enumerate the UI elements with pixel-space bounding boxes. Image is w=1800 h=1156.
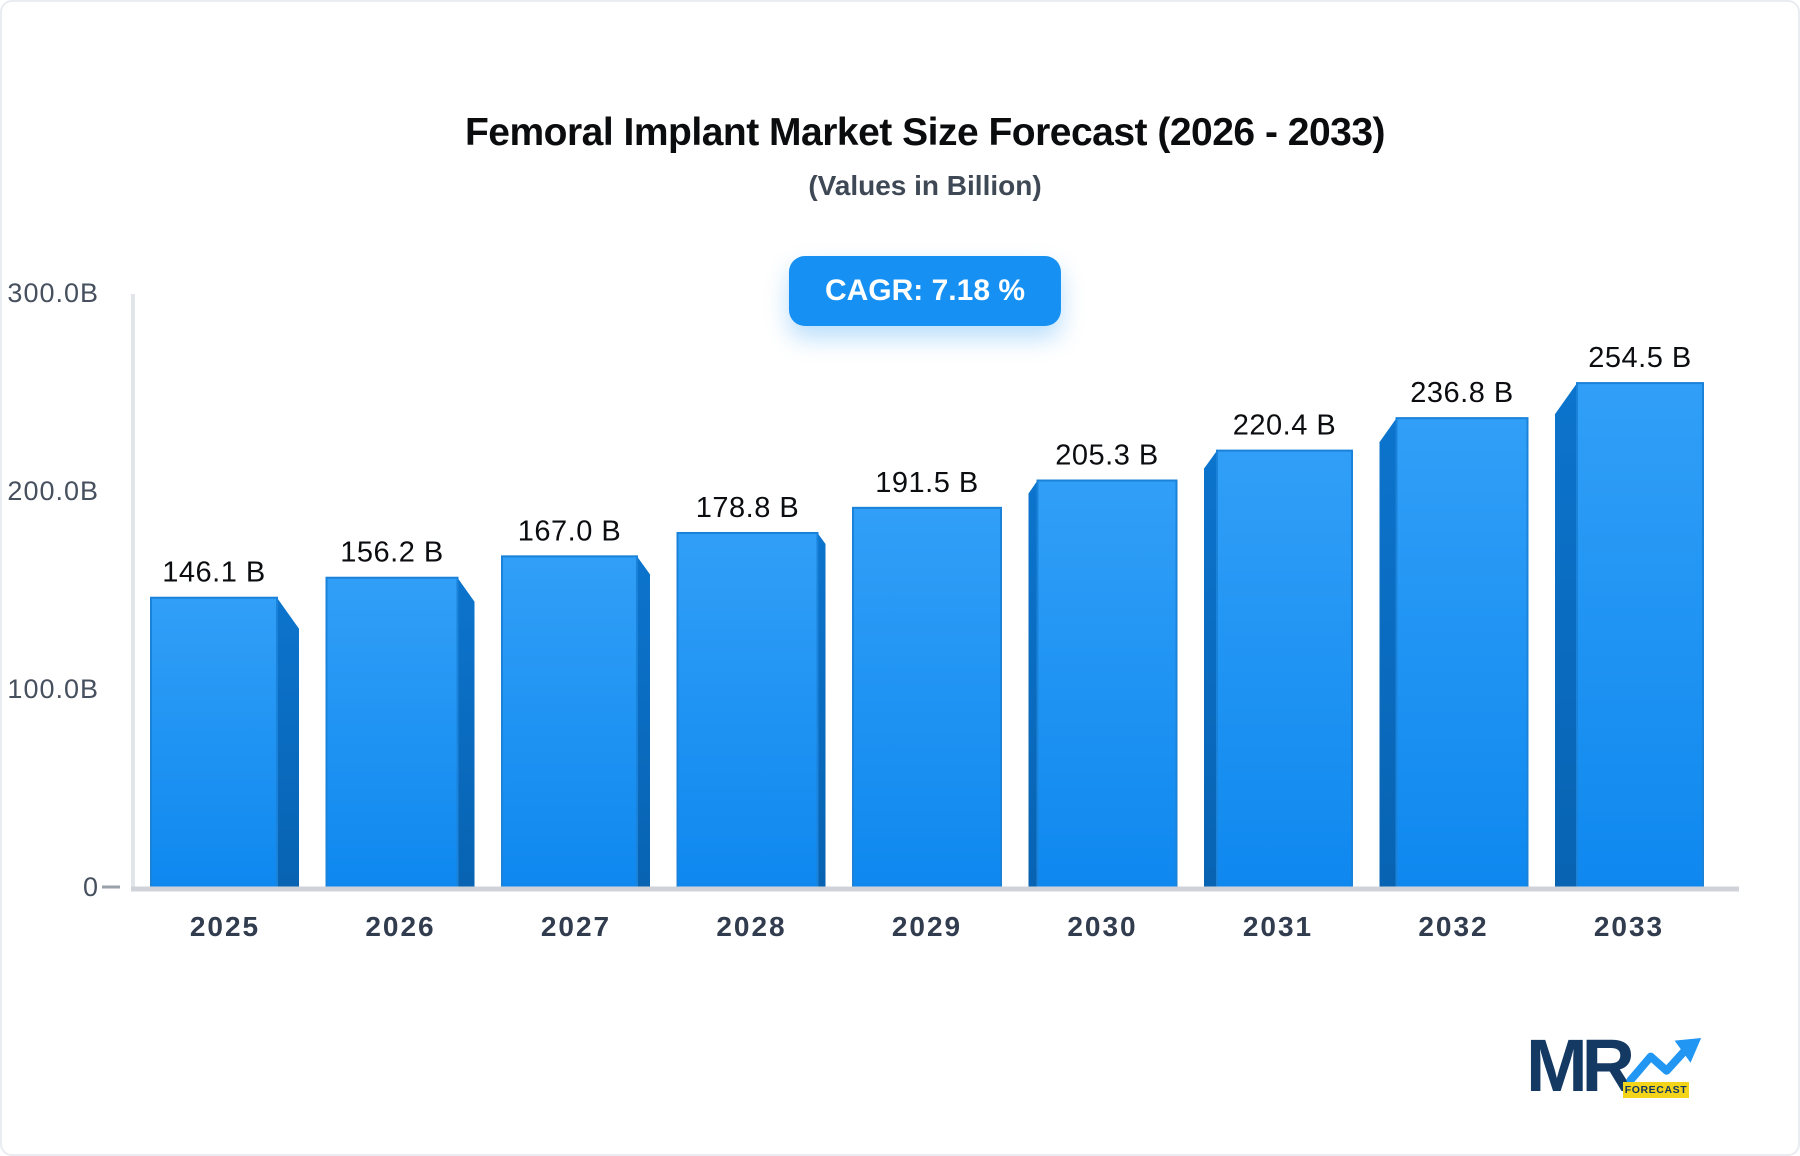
mr-forecast-logo: MR FORECAST — [1526, 1024, 1716, 1110]
bar-2027 — [501, 555, 650, 891]
y-tick-label: 100.0B — [7, 674, 99, 704]
bar-front-face — [852, 506, 1002, 890]
bar-value-label: 236.8 B — [1410, 377, 1513, 409]
x-category-label: 2033 — [1594, 911, 1664, 942]
logo-forecast-text: FORECAST — [1624, 1084, 1688, 1096]
y-tick-label: 200.0B — [7, 476, 99, 506]
y-tick-label: 300.0B — [7, 278, 99, 308]
bar-2033 — [1555, 382, 1704, 890]
bar-value-label: 146.1 B — [162, 557, 265, 589]
bar-side-face — [637, 556, 650, 889]
bar-value-label: 191.5 B — [875, 467, 978, 499]
bar-value-label: 205.3 B — [1055, 440, 1158, 472]
bar-front-face — [1036, 479, 1178, 890]
cagr-label: CAGR: 7.18 % — [824, 274, 1026, 307]
y-axis-line — [131, 294, 135, 890]
logo-trend-arrow-icon — [1626, 1038, 1702, 1084]
x-category-label: 2030 — [1067, 911, 1137, 942]
bar-side-face — [277, 597, 299, 889]
bar-side-face — [1028, 480, 1038, 889]
bar-front-face — [325, 576, 459, 890]
x-category-label: 2031 — [1243, 911, 1313, 942]
x-category-label: 2032 — [1418, 911, 1488, 942]
bar-side-face — [1204, 450, 1217, 889]
bar-front-face — [150, 596, 278, 890]
bar-2032 — [1379, 417, 1529, 890]
bar-front-face — [1395, 417, 1529, 890]
bar-side-face — [817, 532, 826, 889]
bar-2028 — [676, 531, 826, 890]
x-category-label: 2026 — [365, 911, 435, 942]
bar-2029 — [852, 506, 1002, 890]
bar-front-face — [501, 555, 638, 891]
cagr-badge: CAGR: 7.18 % — [788, 256, 1062, 326]
x-axis-baseline — [131, 886, 1739, 892]
x-category-label: 2025 — [190, 911, 260, 942]
logo-forecast-badge: FORECAST — [1623, 1082, 1689, 1098]
logo-mr-text: MR — [1526, 1024, 1635, 1107]
bar-front-face — [1576, 382, 1704, 890]
bar-2031 — [1204, 449, 1353, 890]
bar-2030 — [1028, 479, 1178, 890]
bar-front-face — [1216, 449, 1353, 890]
y-tick-label: 0 — [83, 872, 99, 902]
zero-tick-dash — [102, 885, 120, 889]
bar-side-face — [1379, 418, 1397, 889]
x-category-label: 2029 — [892, 911, 962, 942]
bar-front-face — [676, 531, 819, 890]
bar-value-label: 167.0 B — [518, 515, 621, 547]
bar-side-face — [1555, 383, 1577, 889]
bar-2026 — [325, 576, 475, 890]
bar-value-label: 220.4 B — [1233, 410, 1336, 442]
chart-title: Femoral Implant Market Size Forecast (20… — [464, 111, 1386, 154]
bar-side-face — [457, 577, 475, 889]
bar-2025 — [150, 596, 299, 890]
bar-value-label: 156.2 B — [340, 537, 443, 569]
chart-subtitle: (Values in Billion) — [808, 170, 1042, 201]
bar-value-label: 254.5 B — [1588, 342, 1691, 374]
x-category-label: 2028 — [716, 911, 786, 942]
bar-value-label: 178.8 B — [696, 492, 799, 524]
x-category-label: 2027 — [541, 911, 611, 942]
